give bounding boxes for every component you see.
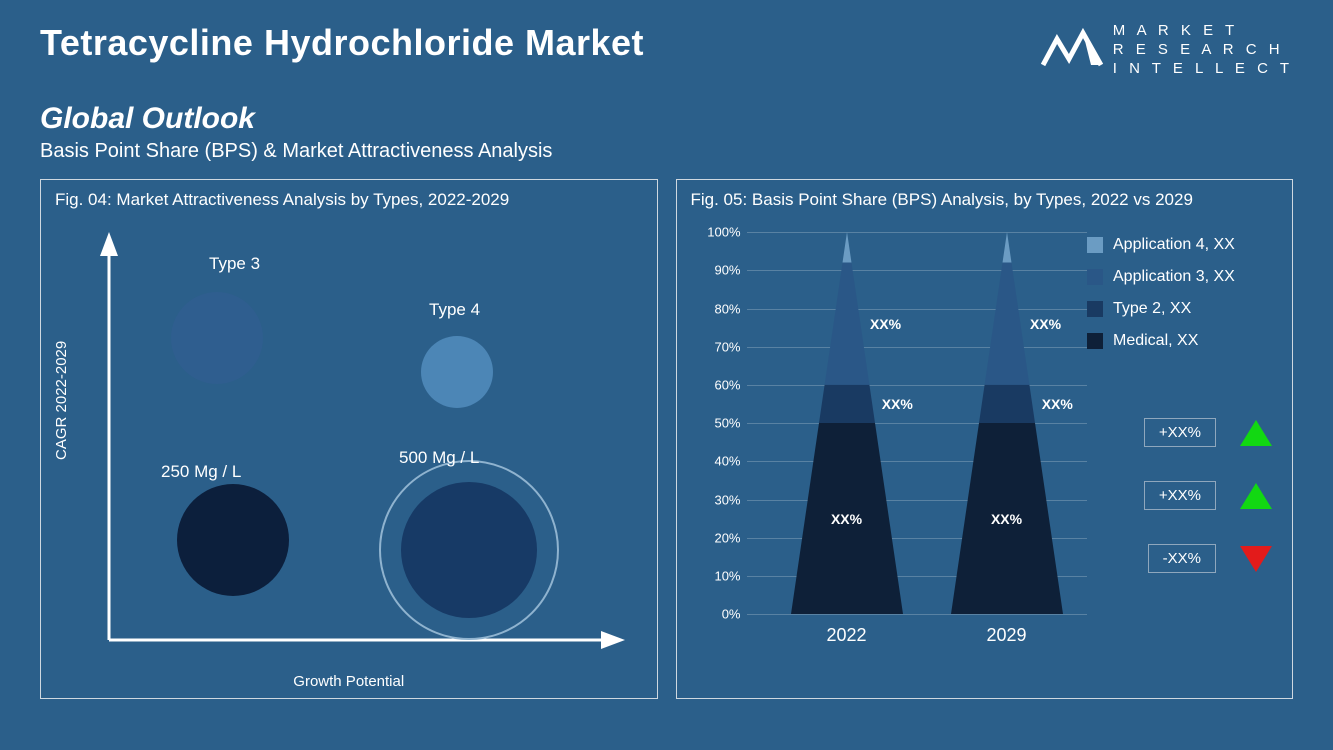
triangle-up-icon [1240,483,1272,509]
panel-attractiveness: Fig. 04: Market Attractiveness Analysis … [40,179,658,699]
y-tick-label: 90% [699,263,741,278]
bubble [401,482,537,618]
logo-line: I N T E L L E C T [1113,60,1293,79]
bubble-chart: Type 3 Type 4 250 Mg / L 500 Mg / L [99,230,639,670]
logo-mark-icon [1041,25,1103,75]
legend-swatch-icon [1087,269,1103,285]
cone-shape-icon [951,232,1063,614]
legend-label: Type 2, XX [1113,300,1191,318]
legend-item: Application 4, XX [1087,236,1272,254]
cone-chart: 0%10%20%30%40%50%60%70%80%90%100%XX%XX%X… [747,232,1087,652]
axes-icon [99,230,639,670]
logo: M A R K E T R E S E A R C H I N T E L L … [1041,22,1293,78]
cone: XX% XX% XX% [777,232,917,614]
bubble [171,292,263,384]
header: Tetracycline Hydrochloride Market M A R … [0,0,1333,78]
x-axis-label: Growth Potential [41,673,657,690]
legend-swatch-icon [1087,301,1103,317]
legend: Application 4, XX Application 3, XX Type 2… [1087,236,1272,364]
panels-row: Fig. 04: Market Attractiveness Analysis … [0,169,1333,699]
legend-swatch-icon [1087,333,1103,349]
delta-row: +XX% [1087,481,1272,510]
triangle-down-icon [1240,546,1272,572]
cone-x-label: 2022 [777,625,917,646]
y-tick-label: 80% [699,301,741,316]
page-title: Tetracycline Hydrochloride Market [40,22,644,64]
y-tick-label: 20% [699,530,741,545]
global-outlook-title: Global Outlook [40,102,1293,136]
segment-pct-label: XX% [882,396,913,412]
legend-label: Medical, XX [1113,332,1198,350]
panel-right-title: Fig. 05: Basis Point Share (BPS) Analysi… [677,180,1293,218]
triangle-up-icon [1240,420,1272,446]
subheader: Global Outlook Basis Point Share (BPS) &… [0,78,1333,169]
delta-row: -XX% [1087,544,1272,573]
delta-badge: +XX% [1144,481,1216,510]
y-tick-label: 100% [699,225,741,240]
legend-label: Application 4, XX [1113,236,1235,254]
logo-line: M A R K E T [1113,22,1293,41]
legend-swatch-icon [1087,237,1103,253]
bps-subtitle: Basis Point Share (BPS) & Market Attract… [40,140,1293,163]
delta-badge: -XX% [1148,544,1216,573]
delta-badge: +XX% [1144,418,1216,447]
y-tick-label: 50% [699,416,741,431]
panel-bps: Fig. 05: Basis Point Share (BPS) Analysi… [676,179,1294,699]
legend-label: Application 3, XX [1113,268,1235,286]
delta-row: +XX% [1087,418,1272,447]
segment-pct-label: XX% [1042,396,1073,412]
segment-pct-label: XX% [937,511,1077,527]
delta-group: +XX% +XX% -XX% [1087,418,1272,607]
panel-left-title: Fig. 04: Market Attractiveness Analysis … [41,180,657,218]
y-tick-label: 0% [699,607,741,622]
cone-shape-icon [791,232,903,614]
segment-pct-label: XX% [870,316,901,332]
y-tick-label: 70% [699,339,741,354]
y-tick-label: 40% [699,454,741,469]
y-tick-label: 30% [699,492,741,507]
bubble-label: 250 Mg / L [161,462,241,482]
y-tick-label: 10% [699,569,741,584]
logo-text: M A R K E T R E S E A R C H I N T E L L … [1113,22,1293,78]
bubble-label: Type 3 [209,254,260,274]
logo-line: R E S E A R C H [1113,41,1293,60]
cone-x-label: 2029 [937,625,1077,646]
legend-item: Type 2, XX [1087,300,1272,318]
y-axis-label: CAGR 2022-2029 [53,341,70,460]
grid-line [747,614,1087,615]
bubble [421,336,493,408]
legend-item: Medical, XX [1087,332,1272,350]
bubble-label: Type 4 [429,300,480,320]
bubble [177,484,289,596]
segment-pct-label: XX% [1030,316,1061,332]
cone: XX% XX% XX% [937,232,1077,614]
y-tick-label: 60% [699,378,741,393]
legend-item: Application 3, XX [1087,268,1272,286]
segment-pct-label: XX% [777,511,917,527]
bubble-label: 500 Mg / L [399,448,479,468]
